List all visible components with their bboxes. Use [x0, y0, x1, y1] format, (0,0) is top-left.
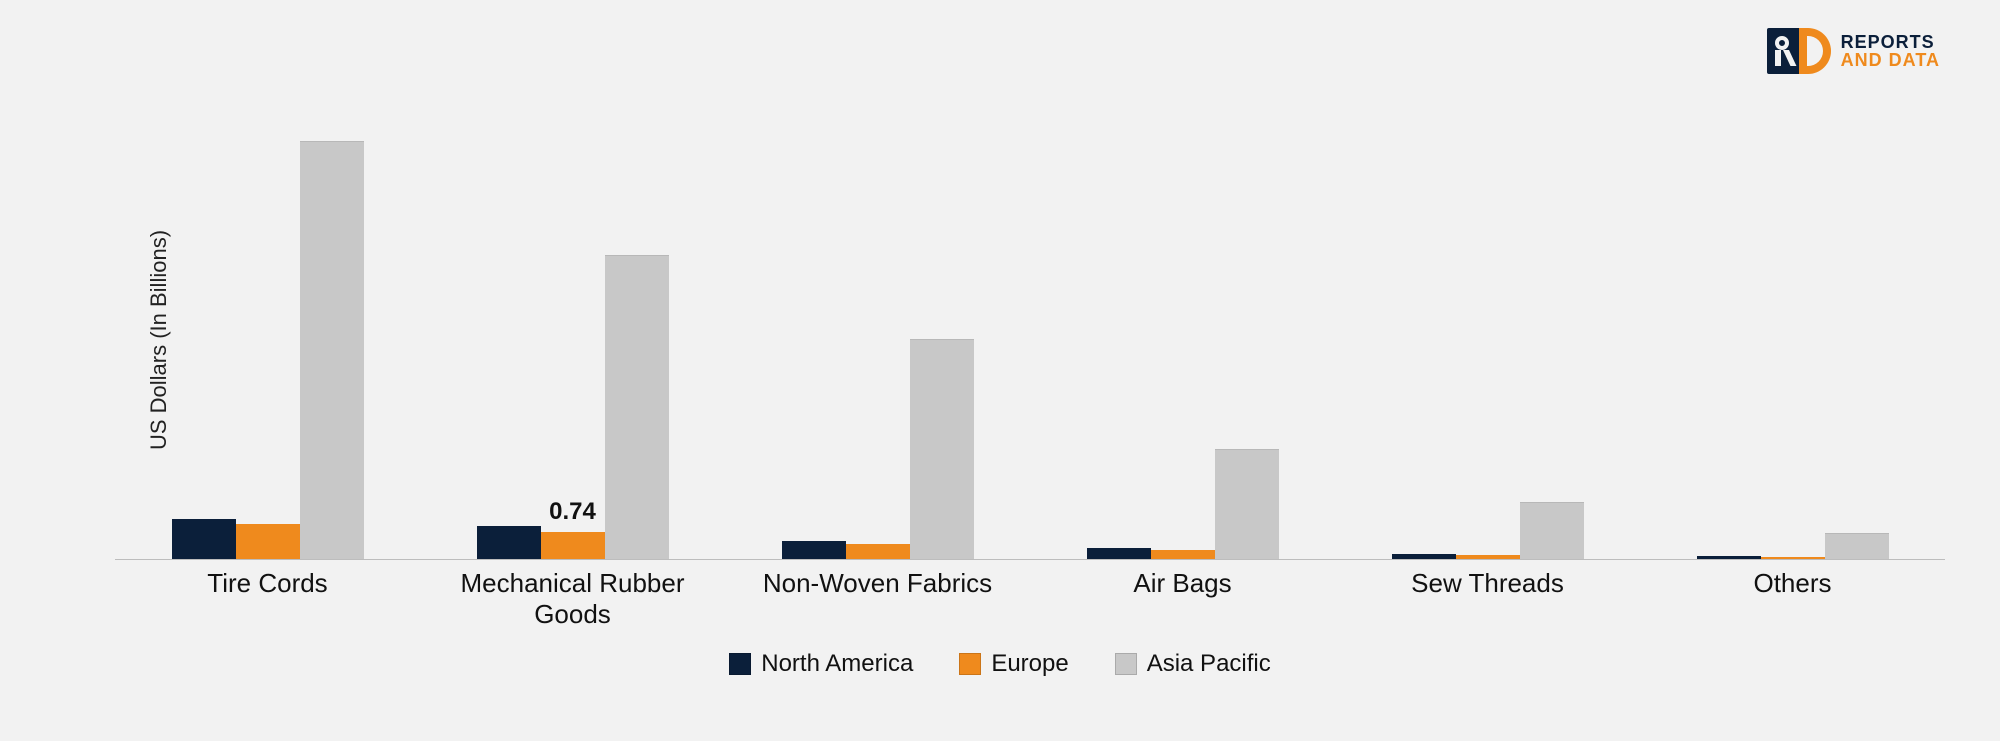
legend-label: Europe	[991, 650, 1068, 678]
x-axis-labels: Tire CordsMechanical Rubber GoodsNon-Wov…	[115, 568, 1945, 630]
bar	[1087, 548, 1151, 559]
plot-area: 0.74	[115, 120, 1945, 560]
bar	[1520, 502, 1584, 559]
bar	[1761, 557, 1825, 559]
bar	[1825, 533, 1889, 559]
legend: North America Europe Asia Pacific	[0, 650, 2000, 678]
bar	[1697, 556, 1761, 559]
brand-logo-line2: AND DATA	[1841, 51, 1940, 69]
bar-group: 0.74	[420, 120, 725, 559]
legend-item: North America	[729, 650, 913, 678]
brand-logo: REPORTS AND DATA	[1767, 28, 1940, 74]
bar	[1151, 550, 1215, 559]
brand-logo-text: REPORTS AND DATA	[1841, 33, 1940, 69]
legend-item: Asia Pacific	[1115, 650, 1271, 678]
brand-logo-line1: REPORTS	[1841, 33, 1940, 51]
bar	[172, 519, 236, 559]
legend-swatch	[729, 653, 751, 675]
bar-group	[1030, 120, 1335, 559]
bar	[477, 526, 541, 559]
brand-logo-mark	[1767, 28, 1831, 74]
x-axis-tick-label: Air Bags	[1030, 568, 1335, 630]
data-label: 0.74	[549, 498, 596, 526]
legend-label: Asia Pacific	[1147, 650, 1271, 678]
legend-item: Europe	[959, 650, 1068, 678]
bar-group	[1335, 120, 1640, 559]
bar	[236, 524, 300, 559]
legend-label: North America	[761, 650, 913, 678]
bar	[910, 339, 974, 559]
x-axis-tick-label: Tire Cords	[115, 568, 420, 630]
chart: US Dollars (In Billions) 0.74	[55, 120, 1945, 560]
bar-groups: 0.74	[115, 120, 1945, 559]
bar	[605, 255, 669, 559]
bar-group	[115, 120, 420, 559]
bar	[782, 541, 846, 559]
x-axis-tick-label: Others	[1640, 568, 1945, 630]
bar	[1215, 449, 1279, 559]
bar	[300, 141, 364, 559]
x-axis-tick-label: Mechanical Rubber Goods	[420, 568, 725, 630]
logo-letter-r	[1767, 28, 1801, 74]
x-axis-tick-label: Sew Threads	[1335, 568, 1640, 630]
legend-swatch	[1115, 653, 1137, 675]
logo-letter-d	[1799, 28, 1831, 74]
legend-swatch	[959, 653, 981, 675]
bar	[1456, 555, 1520, 559]
bar-group	[1640, 120, 1945, 559]
x-axis-tick-label: Non-Woven Fabrics	[725, 568, 1030, 630]
bar	[846, 544, 910, 559]
bar-group	[725, 120, 1030, 559]
bar	[1392, 554, 1456, 559]
bar: 0.74	[541, 532, 605, 559]
